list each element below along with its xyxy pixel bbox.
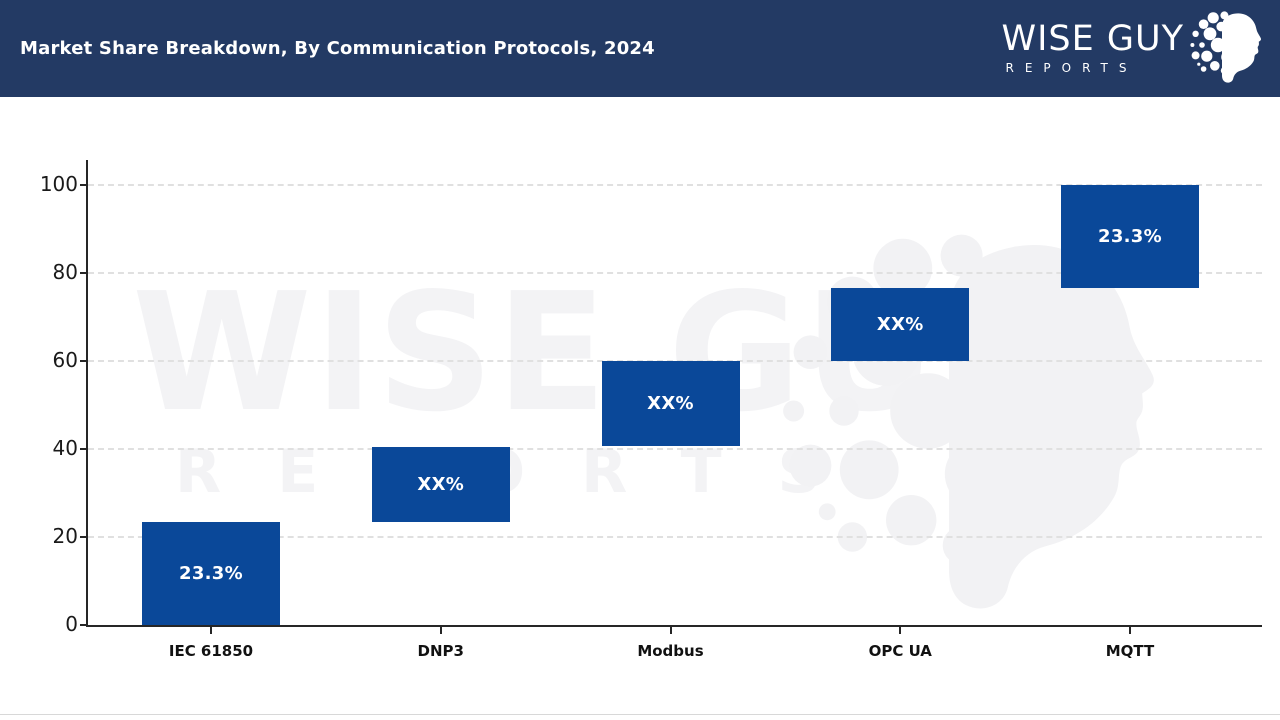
category-label-3: OPC UA [868,642,932,660]
xtick-mark-0 [210,627,212,634]
gridline-100 [88,184,1262,186]
bar-value-label: XX% [876,313,924,335]
bar-opc-ua: XX% [831,287,970,361]
bar-value-label: 23.3% [1098,225,1162,247]
gridline-60 [88,360,1262,362]
bar-value-label: 23.3% [179,563,243,585]
bar-dnp3: XX% [371,447,510,523]
y-axis-line [86,160,88,627]
header-bar: Market Share Breakdown, By Communication… [0,0,1280,97]
wiseguy-head-icon [1190,10,1262,83]
gridline-20 [88,536,1262,538]
ytick-mark-60 [80,360,88,362]
bar-value-label: XX% [647,393,694,415]
xtick-mark-4 [1129,627,1131,634]
ytick-mark-80 [80,272,88,274]
ytick-label-40: 40 [52,436,78,460]
bar-iec-61850: 23.3% [142,522,280,625]
logo-subtitle: REPORTS [1005,61,1138,75]
bar-mqtt: 23.3% [1061,185,1199,288]
xtick-mark-1 [439,627,442,634]
ytick-label-100: 100 [39,172,78,196]
logo-wordmark: WISE GUY [1001,19,1184,59]
bar-modbus: XX% [601,361,740,447]
category-label-0: IEC 61850 [168,642,254,660]
xtick-mark-3 [899,627,902,634]
xtick-mark-2 [669,627,672,634]
chart-title: Market Share Breakdown, By Communication… [20,38,655,59]
ytick-label-20: 20 [52,524,78,548]
ytick-label-80: 80 [52,260,78,284]
ytick-label-60: 60 [52,348,78,372]
bottom-hairline [0,714,1280,715]
gridline-40 [88,448,1262,450]
wiseguy-logo: WISE GUY REPORTS [1001,7,1280,91]
plot-area: WISE GUY REPORTS 0 20 40 60 80 100 23.3% IEC 61… [0,97,1280,720]
wiseguy-logo-text: WISE GUY REPORTS [1001,19,1184,76]
bar-value-label: XX% [417,474,465,496]
ytick-mark-0 [80,624,88,626]
ytick-mark-100 [80,184,88,186]
ytick-mark-40 [80,448,88,450]
gridline-80 [88,272,1262,274]
category-label-2: Modbus [637,642,704,660]
ytick-mark-20 [80,536,88,538]
ytick-label-0: 0 [65,612,78,636]
category-label-1: DNP3 [417,642,464,660]
category-label-4: MQTT [1105,642,1155,660]
x-axis-line [86,625,1262,627]
